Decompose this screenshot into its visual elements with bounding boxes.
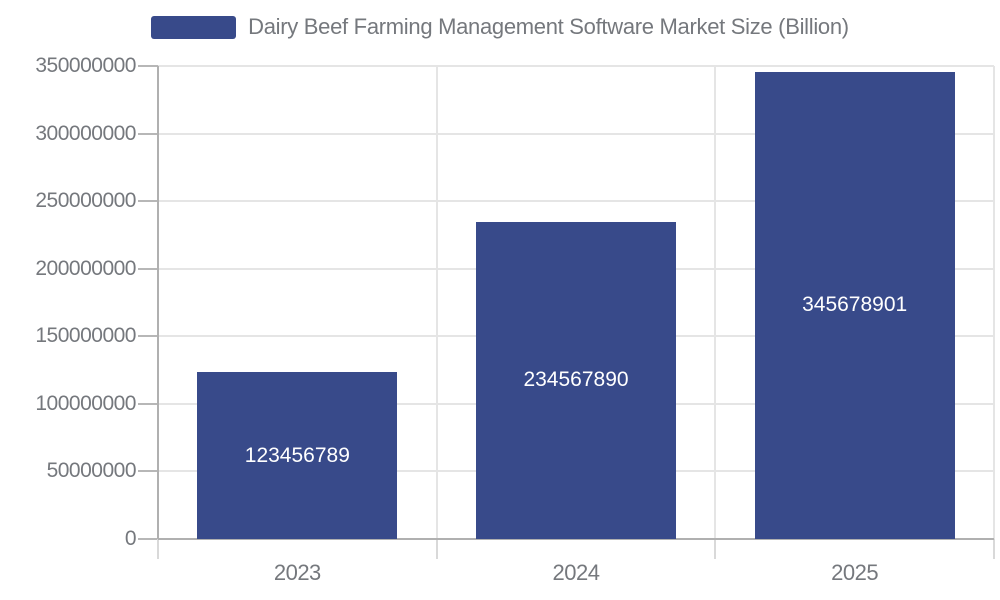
x-gridline bbox=[714, 66, 717, 539]
y-gridline bbox=[158, 132, 994, 135]
x-gridline bbox=[993, 66, 995, 539]
legend[interactable]: Dairy Beef Farming Management Software M… bbox=[0, 14, 1000, 40]
x-axis-label: 2024 bbox=[552, 560, 600, 585]
bar-2025[interactable] bbox=[754, 71, 955, 539]
x-axis-tick bbox=[157, 539, 159, 559]
y-gridline bbox=[158, 200, 994, 203]
y-axis-tick bbox=[138, 335, 158, 338]
y-axis-label: 0 bbox=[124, 527, 137, 550]
y-gridline bbox=[158, 65, 994, 67]
y-axis-tick bbox=[138, 538, 158, 540]
x-axis-tick bbox=[435, 539, 438, 559]
x-axis-label: 2025 bbox=[831, 560, 879, 585]
x-axis-line bbox=[158, 538, 994, 540]
y-axis-label: 300000000 bbox=[35, 121, 136, 145]
y-axis-tick bbox=[138, 470, 158, 473]
legend-label: Dairy Beef Farming Management Software M… bbox=[248, 14, 849, 39]
x-axis-tick bbox=[993, 539, 995, 559]
legend-swatch bbox=[151, 15, 237, 39]
y-axis-tick bbox=[138, 267, 158, 270]
y-axis-tick bbox=[138, 402, 158, 405]
y-axis-tick bbox=[138, 65, 158, 67]
y-axis-line bbox=[157, 66, 159, 539]
y-axis-label: 350000000 bbox=[35, 54, 136, 77]
bar-value-label: 123456789 bbox=[244, 443, 350, 467]
x-gridline bbox=[435, 66, 438, 539]
y-axis-label: 50000000 bbox=[46, 459, 137, 483]
x-axis-tick bbox=[714, 539, 717, 559]
y-axis-label: 150000000 bbox=[35, 324, 136, 348]
bar-value-label: 345678901 bbox=[802, 293, 908, 317]
bar-2024[interactable] bbox=[476, 221, 676, 539]
bar-2023[interactable] bbox=[197, 372, 398, 539]
y-axis-label: 250000000 bbox=[35, 189, 136, 213]
bar-value-label: 234567890 bbox=[523, 368, 629, 392]
y-axis-tick bbox=[138, 132, 158, 135]
y-axis-label: 100000000 bbox=[35, 391, 136, 415]
y-axis-tick bbox=[138, 200, 158, 203]
y-axis-label: 200000000 bbox=[35, 256, 136, 280]
x-axis-label: 2023 bbox=[273, 560, 321, 585]
